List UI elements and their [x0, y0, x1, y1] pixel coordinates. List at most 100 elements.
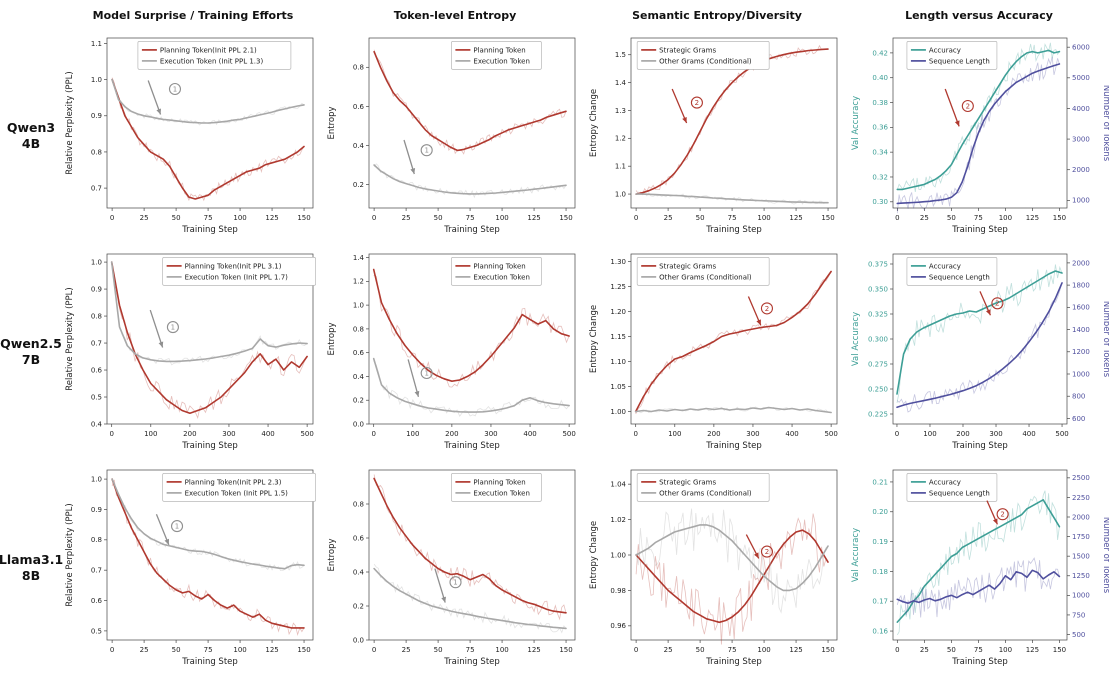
legend: Planning Token Execution Token — [451, 257, 542, 286]
y-tick-label: 1.2 — [615, 135, 626, 143]
legend-label: Planning Token — [473, 46, 525, 54]
x-tick-label: 75 — [466, 214, 475, 222]
x-tick-label: 200 — [956, 430, 969, 438]
y-tick-label: 0.5 — [91, 393, 102, 401]
y-axis-label: Entropy Change — [589, 89, 599, 157]
y-axis-label: Entropy — [327, 538, 337, 571]
y-tick-label: 0.36 — [872, 124, 888, 132]
x-tick-label: 50 — [172, 646, 181, 654]
y-tick-label: 0.2 — [353, 181, 364, 189]
y-tick-label: 0.21 — [872, 478, 888, 486]
legend-label: Accuracy — [929, 262, 961, 270]
series-execution-token — [110, 261, 308, 363]
y-tick-label: 1.05 — [610, 383, 626, 391]
x-tick-label: 150 — [559, 646, 572, 654]
annotation-arrow — [671, 88, 688, 124]
x-tick-label: 0 — [110, 646, 114, 654]
y-tick-label: 0.6 — [353, 534, 365, 542]
legend-label: Execution Token (Init PPL 1.3) — [160, 57, 264, 65]
y-tick-label: 0.32 — [872, 173, 888, 181]
legend-label: Strategic Grams — [659, 262, 716, 270]
legend-label: Accuracy — [929, 46, 961, 54]
annotation-number: 2 — [966, 102, 970, 110]
y-tick-label: 1.00 — [610, 551, 626, 559]
y-tick-label: 1.30 — [610, 258, 626, 266]
y-tick-label: 1.10 — [610, 358, 626, 366]
x-tick-label: 100 — [406, 430, 419, 438]
annotation-arrow — [944, 88, 960, 127]
row-label-line: Qwen2.5 — [0, 336, 62, 352]
legend-label: Execution Token — [473, 489, 530, 497]
series-sequence-length — [896, 569, 1061, 604]
y2-tick-label: 1000 — [1072, 370, 1090, 378]
x-tick-label: 300 — [484, 430, 497, 438]
x-axis-label: Training Step — [705, 657, 762, 667]
y-tick-label: 0.6 — [353, 349, 365, 357]
x-tick-label: 75 — [974, 646, 983, 654]
y2-tick-label: 1750 — [1072, 533, 1090, 541]
x-axis-label: Training Step — [705, 225, 762, 235]
legend-label: Sequence Length — [929, 273, 990, 281]
plot-frame — [368, 253, 576, 425]
x-tick-label: 200 — [183, 430, 196, 438]
x-tick-label: 125 — [1026, 646, 1039, 654]
x-tick-label: 400 — [523, 430, 536, 438]
series-strategic-grams — [634, 270, 832, 413]
x-tick-label: 25 — [402, 646, 411, 654]
y-tick-label: 1.0 — [353, 302, 364, 310]
y-tick-label: 0.42 — [872, 49, 888, 57]
y-tick-label: 0.40 — [872, 74, 888, 82]
annotation-1: 1 — [147, 80, 182, 115]
x-tick-label: 150 — [1053, 646, 1066, 654]
x-tick-label: 100 — [999, 214, 1012, 222]
x-tick-label: 125 — [527, 214, 540, 222]
annotation-circle — [168, 82, 182, 96]
series-strategic-grams — [635, 48, 829, 195]
x-tick-label: 75 — [974, 214, 983, 222]
y-tick-label: 1.3 — [615, 107, 626, 115]
y-tick-label: 1.4 — [353, 254, 365, 262]
y2-tick-label: 1400 — [1072, 326, 1090, 334]
y2-tick-label: 3000 — [1072, 135, 1090, 143]
y-tick-label: 0.250 — [868, 385, 888, 393]
x-axis-label: Training Step — [951, 657, 1008, 667]
annotation-2: 2 — [747, 296, 774, 326]
x-axis-label: Training Step — [951, 441, 1008, 451]
y-tick-label: 1.1 — [615, 163, 626, 171]
x-tick-label: 125 — [1026, 214, 1039, 222]
legend: Planning Token Execution Token — [451, 473, 542, 502]
annotation-circle — [961, 99, 974, 113]
row-label-qwen25-7b: Qwen2.5 7B — [0, 244, 62, 460]
series-planning-token-raw — [373, 275, 570, 388]
y-tick-label: 0.7 — [91, 339, 102, 347]
annotation-2: 2 — [944, 88, 974, 127]
x-axis-label: Training Step — [443, 657, 500, 667]
legend-label: Other Grams (Conditional) — [659, 489, 752, 497]
x-tick-label: 400 — [261, 430, 274, 438]
chart-llama31-8b-semantic-entropy-svg: 0 25 50 75 100 125 150 Training Step 0.96 0.98 1.0… — [589, 469, 838, 667]
annotation-number: 2 — [765, 305, 769, 313]
chart-qwen3-4b-semantic-entropy: 0 25 50 75 100 125 150 Training Step 1.0 1.1 1.2 1.… — [586, 28, 848, 244]
annotation-circle — [991, 297, 1004, 310]
x-tick-label: 400 — [785, 430, 798, 438]
column-title-length-accuracy: Length versus Accuracy — [905, 8, 1053, 22]
chart-llama31-8b-model-surprise: 0 25 50 75 100 125 150 Training Step 0.5 0.6 0.7 0.… — [62, 460, 324, 676]
series-accuracy — [896, 270, 1063, 395]
x-tick-label: 500 — [824, 430, 837, 438]
x-tick-label: 25 — [920, 646, 929, 654]
x-tick-label: 75 — [466, 646, 475, 654]
annotation-number: 1 — [424, 369, 428, 377]
x-tick-label: 25 — [402, 214, 411, 222]
x-tick-label: 50 — [947, 214, 956, 222]
x-tick-label: 150 — [297, 646, 310, 654]
x-axis-label: Training Step — [443, 441, 500, 451]
chart-qwen25-7b-semantic-entropy: 0 100 200 300 400 500 Training Step 1.00 1.05 1.1… — [586, 244, 848, 460]
y-tick-label: 0.2 — [353, 397, 364, 405]
y-tick-label: 0.34 — [872, 149, 888, 157]
y-tick-label: 0.30 — [872, 198, 888, 206]
series-execution-token-raw — [373, 563, 567, 634]
row-label-line: 8B — [21, 568, 41, 583]
legend: Strategic Grams Other Grams (Conditional) — [636, 473, 770, 502]
y2-tick-label: 2000 — [1072, 513, 1090, 521]
x-tick-label: 100 — [757, 646, 770, 654]
